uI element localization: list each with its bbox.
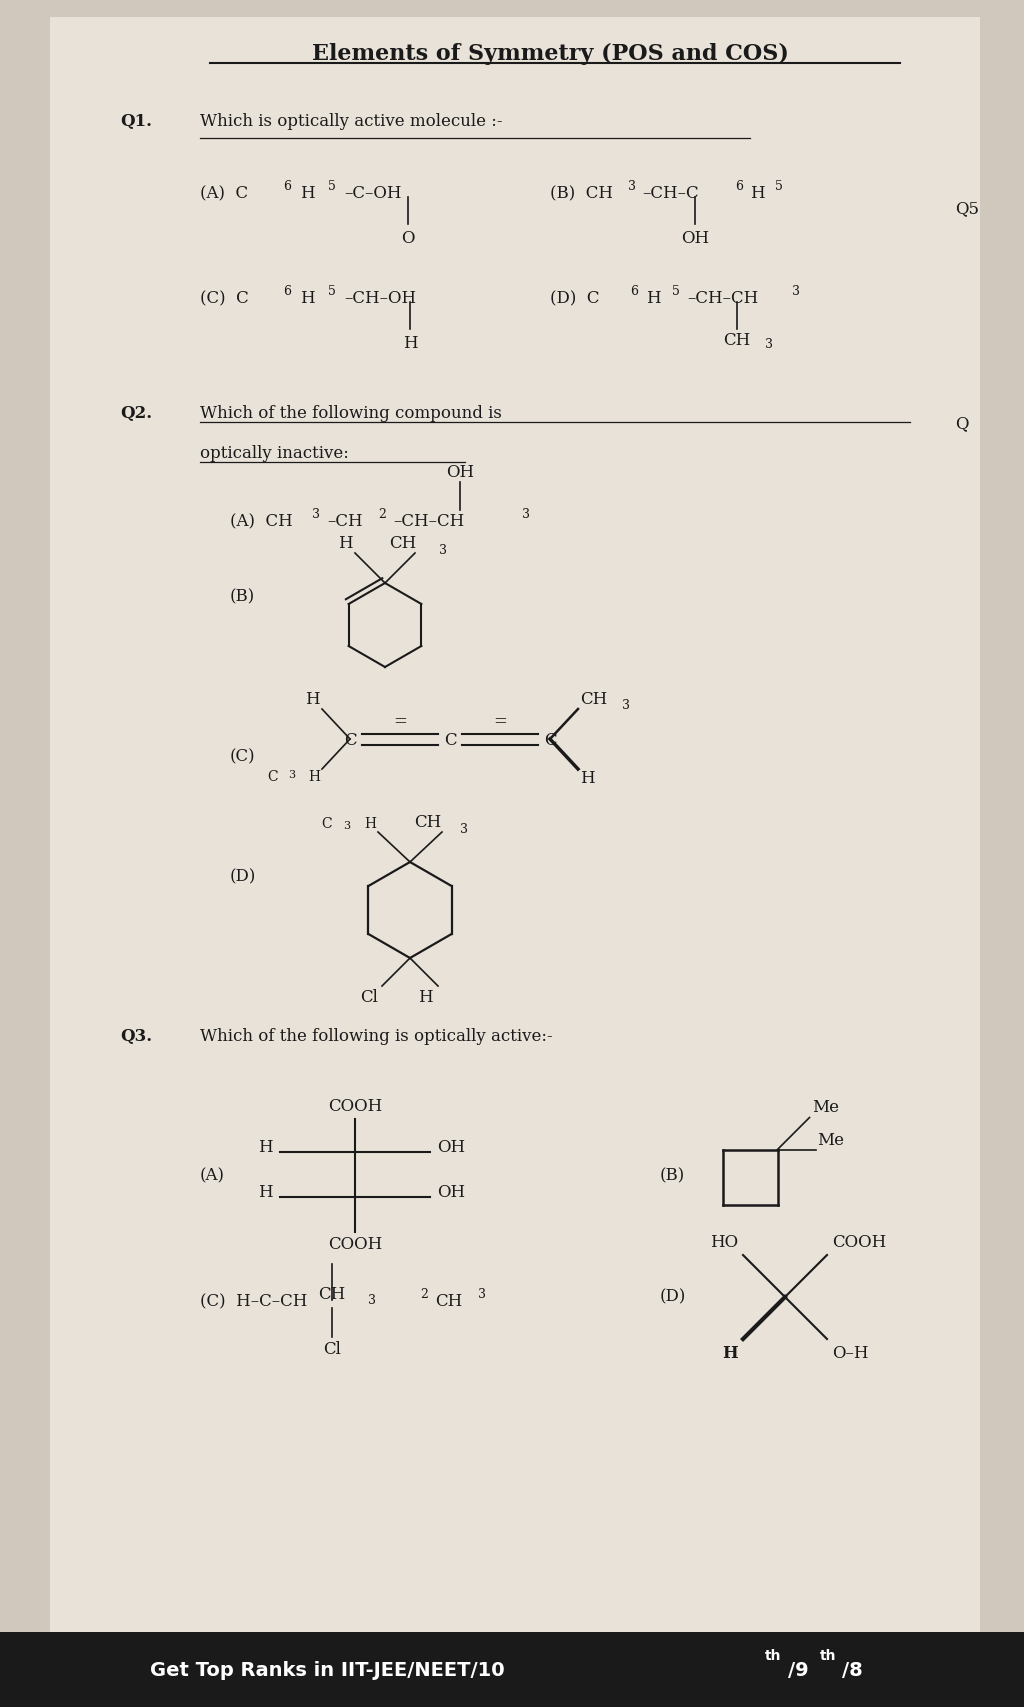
Text: (A)  C: (A) C [200,184,248,201]
Text: 3: 3 [765,338,773,352]
Text: Q3.: Q3. [120,1028,153,1045]
Text: H: H [364,816,376,831]
Text: Which of the following is optically active:-: Which of the following is optically acti… [200,1028,553,1045]
Text: CH: CH [580,691,607,708]
Text: H: H [258,1183,273,1200]
Text: =: = [393,714,407,731]
Text: CH: CH [389,534,416,551]
Text: OH: OH [681,230,709,248]
Text: H: H [750,184,765,201]
Text: 3: 3 [460,823,468,835]
Text: C: C [544,731,556,748]
Text: 5: 5 [328,179,336,193]
Text: (A)  CH: (A) CH [230,512,293,529]
Text: th: th [765,1647,781,1663]
Text: 2: 2 [420,1287,428,1301]
Text: H: H [402,335,418,352]
Text: Cl: Cl [360,988,378,1005]
Text: C: C [344,731,356,748]
Text: H: H [258,1139,273,1156]
Bar [0,1632,1024,1707]
Text: 2: 2 [378,507,386,521]
Text: Me: Me [817,1130,845,1147]
Text: C: C [267,770,278,784]
Text: Q2.: Q2. [120,405,153,422]
Text: H: H [308,770,319,784]
Text: OH: OH [445,464,474,481]
Text: =: = [494,714,507,731]
Text: H: H [305,691,319,708]
Text: Q1.: Q1. [120,113,152,130]
Text: COOH: COOH [831,1232,886,1250]
Text: 3: 3 [628,179,636,193]
Text: 6: 6 [283,179,291,193]
Text: HO: HO [710,1232,738,1250]
Text: OH: OH [437,1183,465,1200]
Text: COOH: COOH [328,1236,382,1253]
Text: (A): (A) [200,1168,225,1185]
Text: /9: /9 [788,1659,809,1680]
Text: Which is optically active molecule :-: Which is optically active molecule :- [200,113,503,130]
Text: CH: CH [318,1285,346,1302]
Text: 3: 3 [288,770,295,780]
Text: 6: 6 [630,285,638,297]
Text: –CH–C: –CH–C [642,184,698,201]
Text: O: O [401,230,415,248]
Text: 3: 3 [622,698,630,712]
Text: –CH: –CH [327,512,362,529]
Text: (D): (D) [660,1287,686,1304]
Text: 3: 3 [439,545,447,556]
Text: CH: CH [414,814,441,831]
Text: H: H [722,1343,738,1360]
Text: H: H [338,534,353,551]
Text: H: H [418,988,432,1005]
Text: CH: CH [723,331,751,348]
Text: (D): (D) [230,867,256,884]
Text: Cl: Cl [323,1340,341,1357]
Text: Get Top Ranks in IIT-JEE/NEET/10: Get Top Ranks in IIT-JEE/NEET/10 [150,1659,505,1680]
Text: (C)  H–C–CH: (C) H–C–CH [200,1292,307,1309]
Text: COOH: COOH [328,1098,382,1115]
Text: CH: CH [435,1292,462,1309]
Text: –C–OH: –C–OH [344,184,401,201]
Text: –CH–CH: –CH–CH [393,512,464,529]
Text: H: H [300,184,314,201]
Text: 3: 3 [343,821,350,831]
Text: Q5: Q5 [955,200,979,217]
Text: (B): (B) [230,587,255,604]
Text: H: H [580,770,595,787]
Text: 6: 6 [735,179,743,193]
Text: H: H [300,290,314,307]
Text: (D)  C: (D) C [550,290,599,307]
Text: optically inactive:: optically inactive: [200,446,349,461]
Text: 3: 3 [312,507,319,521]
Text: 3: 3 [522,507,530,521]
Text: 6: 6 [283,285,291,297]
Text: 5: 5 [672,285,680,297]
Text: 3: 3 [478,1287,486,1301]
Text: th: th [820,1647,837,1663]
Text: (C): (C) [230,748,256,765]
Text: 5: 5 [775,179,783,193]
Text: C: C [322,816,332,831]
Text: 5: 5 [328,285,336,297]
Text: (B): (B) [660,1168,685,1185]
Text: OH: OH [437,1139,465,1156]
Text: (B)  CH: (B) CH [550,184,613,201]
Text: (C)  C: (C) C [200,290,249,307]
Text: –CH–CH: –CH–CH [687,290,758,307]
Text: C: C [443,731,457,748]
Text: –CH–OH: –CH–OH [344,290,416,307]
Text: H: H [646,290,660,307]
Text: Q: Q [955,415,969,432]
Text: Which of the following compound is: Which of the following compound is [200,405,502,422]
Text: Me: Me [812,1098,840,1115]
Text: O–H: O–H [831,1343,868,1360]
Text: /8: /8 [842,1659,863,1680]
Text: Elements of Symmetry (POS and COS): Elements of Symmetry (POS and COS) [311,43,788,65]
Text: 3: 3 [368,1294,376,1306]
Text: 3: 3 [792,285,800,297]
